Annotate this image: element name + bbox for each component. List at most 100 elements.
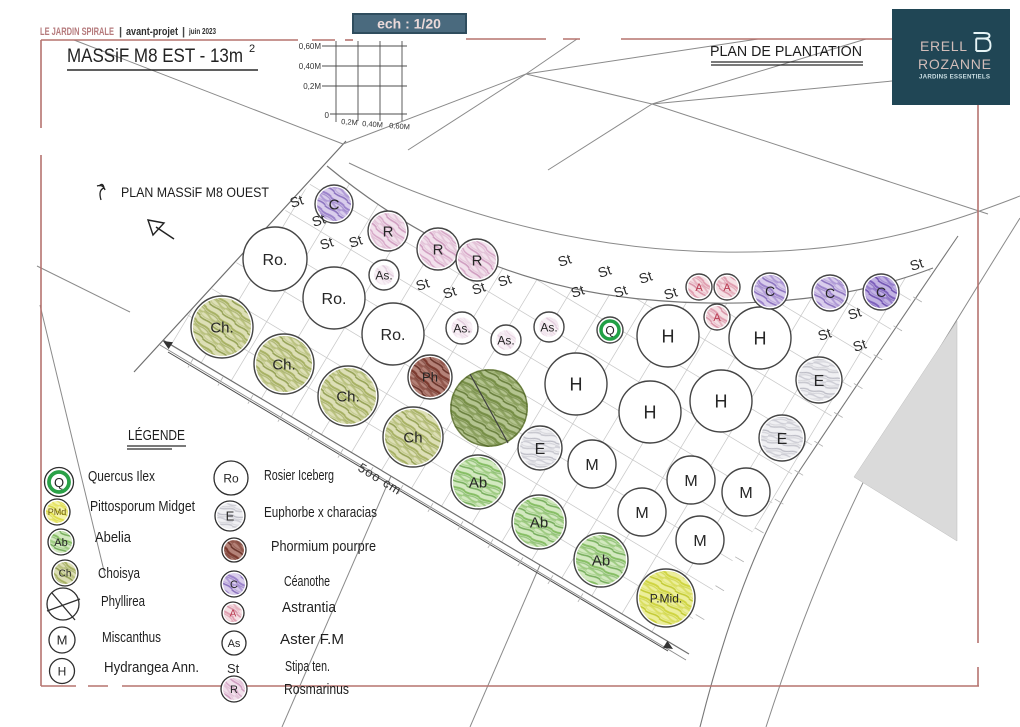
- svg-text:0,2M: 0,2M: [303, 82, 321, 91]
- svg-text:Q: Q: [54, 475, 64, 490]
- svg-text:Ab: Ab: [469, 474, 487, 491]
- svg-text:PLAN DE PLANTATION: PLAN DE PLANTATION: [710, 43, 862, 60]
- svg-text:M: M: [693, 533, 706, 550]
- svg-text:St: St: [347, 232, 365, 251]
- svg-text:|: |: [182, 26, 185, 38]
- svg-text:R: R: [230, 684, 238, 696]
- svg-text:2: 2: [249, 43, 255, 55]
- svg-text:C: C: [230, 579, 238, 591]
- svg-text:H: H: [662, 326, 675, 346]
- svg-text:St: St: [846, 304, 864, 323]
- svg-text:Ab: Ab: [54, 537, 67, 549]
- svg-text:0,40M: 0,40M: [362, 119, 383, 129]
- svg-text:ROZANNE: ROZANNE: [918, 56, 991, 72]
- svg-text:St: St: [816, 325, 834, 344]
- svg-text:St: St: [596, 262, 614, 281]
- svg-text:As.: As.: [540, 320, 557, 334]
- svg-text:Euphorbe x characias: Euphorbe x characias: [264, 504, 377, 521]
- svg-text:St: St: [227, 661, 240, 676]
- svg-text:E: E: [535, 441, 546, 458]
- svg-text:Ro: Ro: [223, 471, 239, 485]
- svg-text:H: H: [754, 328, 767, 348]
- svg-text:M: M: [739, 485, 752, 502]
- svg-text:M: M: [57, 633, 68, 648]
- svg-text:Ro.: Ro.: [381, 327, 406, 344]
- svg-text:A: A: [695, 282, 703, 294]
- svg-text:Ch: Ch: [403, 429, 422, 446]
- svg-text:R: R: [472, 252, 483, 269]
- svg-text:M: M: [684, 473, 697, 490]
- svg-text:St: St: [851, 336, 869, 355]
- svg-text:|: |: [119, 26, 122, 38]
- svg-text:St: St: [569, 282, 587, 301]
- svg-text:Miscanthus: Miscanthus: [102, 629, 161, 646]
- svg-text:ERELL: ERELL: [920, 38, 967, 54]
- svg-text:St: St: [310, 211, 328, 230]
- svg-text:C: C: [876, 284, 886, 300]
- svg-text:avant-projet: avant-projet: [126, 26, 178, 38]
- svg-text:Stipa ten.: Stipa ten.: [285, 658, 330, 675]
- svg-text:C: C: [765, 283, 775, 299]
- svg-text:M: M: [635, 505, 648, 522]
- svg-text:M: M: [585, 457, 598, 474]
- svg-text:Phormium pourpre: Phormium pourpre: [271, 538, 376, 555]
- svg-text:PLAN MASSiF M8 OUEST: PLAN MASSiF M8 OUEST: [121, 184, 269, 200]
- svg-text:Ab: Ab: [530, 514, 548, 531]
- svg-text:Céanothe: Céanothe: [284, 573, 330, 590]
- svg-text:JARDINS ESSENTIELS: JARDINS ESSENTIELS: [919, 74, 990, 81]
- svg-text:Ch.: Ch.: [210, 319, 233, 336]
- svg-text:Ab: Ab: [592, 552, 610, 569]
- svg-text:Ph: Ph: [422, 370, 438, 385]
- svg-text:As.: As.: [497, 333, 514, 347]
- svg-text:H: H: [644, 402, 657, 422]
- svg-text:C: C: [825, 285, 835, 301]
- svg-text:H: H: [715, 391, 728, 411]
- svg-text:A: A: [230, 609, 237, 620]
- svg-text:0,2M: 0,2M: [341, 117, 358, 127]
- svg-text:R: R: [383, 223, 394, 240]
- svg-text:St: St: [496, 271, 514, 290]
- svg-text:E: E: [814, 373, 825, 390]
- svg-text:St: St: [662, 284, 680, 303]
- svg-text:Hydrangea Ann.: Hydrangea Ann.: [104, 659, 199, 676]
- svg-text:LE JARDIN SPIRALE: LE JARDIN SPIRALE: [40, 26, 114, 38]
- svg-text:St: St: [637, 268, 655, 287]
- svg-text:St: St: [556, 251, 574, 270]
- svg-text:St: St: [414, 275, 432, 294]
- svg-text:H: H: [570, 374, 583, 394]
- svg-text:St: St: [318, 234, 336, 253]
- svg-text:P.Mid.: P.Mid.: [650, 591, 682, 605]
- svg-text:Rosier Iceberg: Rosier Iceberg: [264, 467, 334, 484]
- svg-text:Ro.: Ro.: [322, 291, 347, 308]
- svg-text:Pittosporum Midget: Pittosporum Midget: [90, 498, 196, 515]
- svg-text:Choisya: Choisya: [98, 565, 141, 582]
- svg-text:Ch.: Ch.: [272, 356, 295, 373]
- svg-text:0,60M: 0,60M: [299, 42, 322, 51]
- svg-text:As.: As.: [375, 268, 392, 282]
- svg-text:St: St: [441, 283, 459, 302]
- svg-text:As.: As.: [453, 321, 470, 335]
- svg-text:0: 0: [325, 111, 330, 120]
- svg-text:St: St: [470, 279, 488, 298]
- svg-text:A: A: [723, 282, 731, 294]
- svg-text:MASSiF M8 EST - 13m: MASSiF M8 EST - 13m: [67, 46, 243, 67]
- svg-text:LÉGENDE: LÉGENDE: [128, 427, 185, 444]
- svg-text:E: E: [226, 509, 235, 524]
- svg-text:C: C: [329, 196, 340, 213]
- svg-text:Phyllirea: Phyllirea: [101, 593, 145, 610]
- svg-text:juin 2023: juin 2023: [188, 27, 216, 36]
- svg-text:Aster F.M: Aster F.M: [280, 631, 344, 648]
- svg-text:E: E: [777, 431, 788, 448]
- svg-text:Ch.: Ch.: [336, 388, 359, 405]
- svg-text:R: R: [433, 241, 444, 258]
- svg-text:As: As: [228, 638, 241, 650]
- svg-text:Quercus Ilex: Quercus Ilex: [88, 468, 155, 485]
- svg-text:St: St: [908, 255, 926, 274]
- svg-text:Astrantia: Astrantia: [282, 599, 337, 616]
- svg-text:Q: Q: [605, 323, 614, 337]
- svg-text:Abelia: Abelia: [95, 529, 132, 546]
- svg-text:St: St: [612, 282, 630, 301]
- svg-text:Ro.: Ro.: [263, 252, 288, 269]
- svg-text:ech : 1/20: ech : 1/20: [377, 16, 441, 32]
- svg-text:H: H: [58, 664, 67, 678]
